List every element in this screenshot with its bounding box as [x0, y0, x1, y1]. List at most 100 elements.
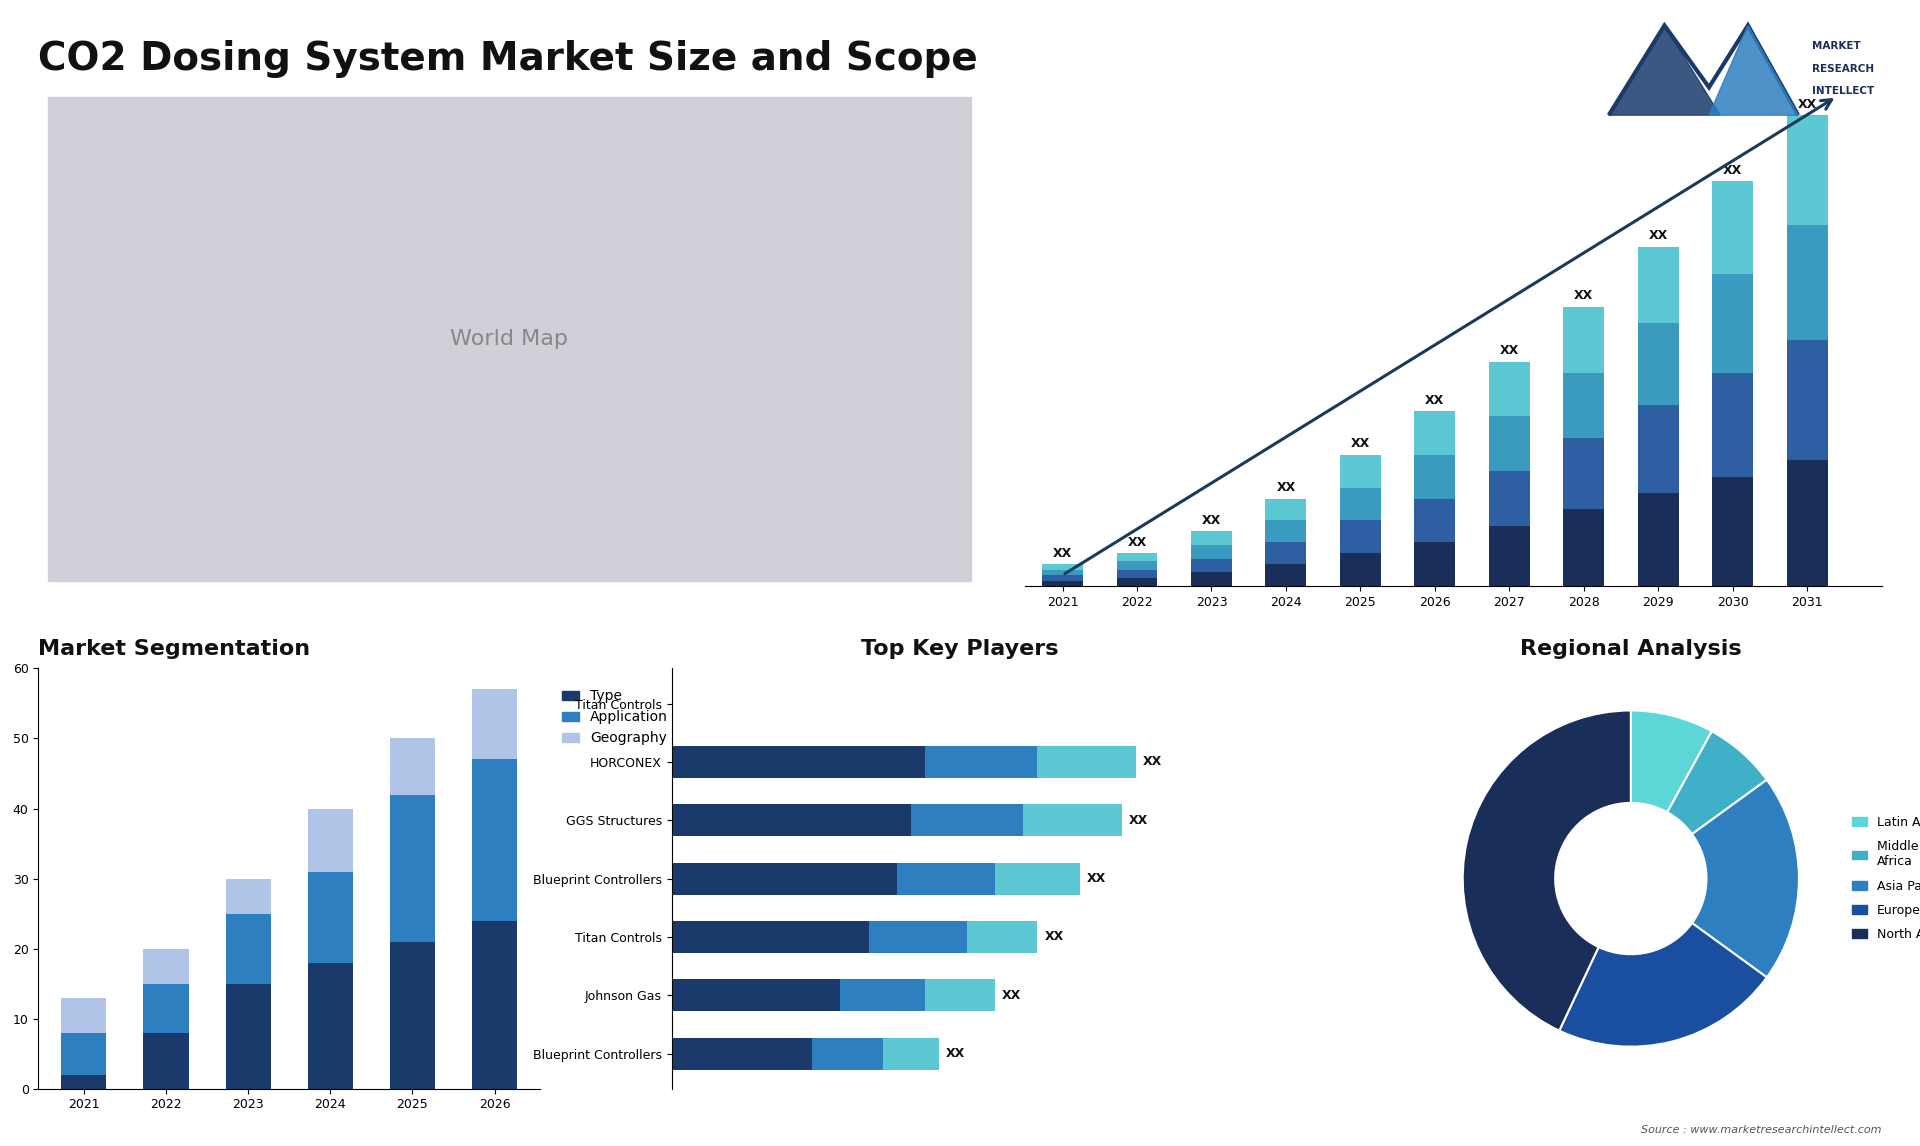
- Text: Source : www.marketresearchintellect.com: Source : www.marketresearchintellect.com: [1642, 1124, 1882, 1135]
- Bar: [1023, 804, 1121, 837]
- Text: XX: XX: [1500, 344, 1519, 358]
- Bar: [1190, 545, 1233, 559]
- Bar: [1415, 411, 1455, 455]
- Bar: [1043, 570, 1083, 575]
- Text: XX: XX: [1202, 513, 1221, 527]
- Bar: [1788, 461, 1828, 586]
- Text: XX: XX: [1087, 872, 1106, 885]
- Text: XX: XX: [1277, 481, 1296, 494]
- Bar: [995, 863, 1079, 895]
- Bar: [1563, 510, 1605, 586]
- Bar: [1265, 542, 1306, 564]
- Bar: [812, 1037, 883, 1069]
- Text: XX: XX: [1574, 290, 1594, 303]
- Bar: [144, 1033, 188, 1089]
- Text: XX: XX: [1722, 164, 1741, 176]
- Bar: [910, 804, 1023, 837]
- Bar: [868, 921, 968, 953]
- Bar: [1788, 116, 1828, 225]
- Bar: [1265, 520, 1306, 542]
- Bar: [1340, 455, 1380, 487]
- Bar: [472, 920, 516, 1089]
- Bar: [1713, 477, 1753, 586]
- Wedge shape: [1630, 711, 1713, 813]
- Bar: [968, 921, 1037, 953]
- Bar: [1190, 572, 1233, 586]
- Bar: [1043, 564, 1083, 570]
- Wedge shape: [1559, 923, 1766, 1046]
- Bar: [1488, 362, 1530, 416]
- Text: XX: XX: [1142, 755, 1162, 769]
- Bar: [307, 809, 353, 872]
- Text: XX: XX: [947, 1047, 966, 1060]
- Text: XX: XX: [1649, 229, 1668, 242]
- Bar: [1415, 542, 1455, 586]
- Bar: [672, 1037, 812, 1069]
- Bar: [1340, 520, 1380, 554]
- Text: Market Segmentation: Market Segmentation: [38, 638, 311, 659]
- Bar: [225, 879, 271, 913]
- Text: XX: XX: [1044, 931, 1064, 943]
- Legend: Type, Application, Geography: Type, Application, Geography: [557, 684, 674, 751]
- Bar: [61, 1075, 106, 1089]
- Text: XX: XX: [1002, 989, 1021, 1002]
- Bar: [61, 998, 106, 1033]
- Bar: [1117, 562, 1158, 570]
- Polygon shape: [1709, 25, 1797, 116]
- Bar: [841, 979, 925, 1011]
- Bar: [1488, 471, 1530, 526]
- Bar: [1713, 181, 1753, 274]
- Bar: [1190, 559, 1233, 572]
- Wedge shape: [1692, 779, 1799, 978]
- Bar: [1117, 554, 1158, 562]
- Bar: [1117, 570, 1158, 578]
- Bar: [1037, 746, 1137, 778]
- Polygon shape: [1609, 25, 1720, 116]
- Bar: [1638, 246, 1678, 323]
- Legend: Latin America, Middle East &
Africa, Asia Pacific, Europe, North America: Latin America, Middle East & Africa, Asi…: [1847, 811, 1920, 947]
- Bar: [1415, 455, 1455, 499]
- Bar: [1265, 499, 1306, 520]
- Bar: [61, 1033, 106, 1075]
- Bar: [1638, 323, 1678, 406]
- Bar: [672, 804, 910, 837]
- Wedge shape: [1667, 731, 1766, 834]
- Bar: [1265, 564, 1306, 586]
- Bar: [1563, 372, 1605, 438]
- Bar: [1340, 487, 1380, 520]
- Text: XX: XX: [1425, 393, 1444, 407]
- Title: Top Key Players: Top Key Players: [862, 638, 1058, 659]
- Bar: [1190, 532, 1233, 545]
- Bar: [390, 794, 436, 942]
- Bar: [672, 921, 868, 953]
- Bar: [672, 746, 925, 778]
- Bar: [472, 690, 516, 760]
- Text: World Map: World Map: [451, 329, 568, 348]
- Wedge shape: [1463, 711, 1630, 1030]
- Bar: [307, 963, 353, 1089]
- Bar: [897, 863, 995, 895]
- Bar: [925, 746, 1037, 778]
- Bar: [1638, 493, 1678, 586]
- Bar: [472, 760, 516, 920]
- Text: XX: XX: [1797, 97, 1816, 111]
- Bar: [225, 913, 271, 983]
- Text: XX: XX: [1129, 814, 1148, 826]
- Bar: [883, 1037, 939, 1069]
- Bar: [1488, 416, 1530, 471]
- Bar: [1713, 372, 1753, 477]
- Text: XX: XX: [1127, 536, 1146, 549]
- Text: RESEARCH: RESEARCH: [1812, 64, 1874, 73]
- Text: XX: XX: [1052, 547, 1071, 560]
- Bar: [1340, 554, 1380, 586]
- Bar: [1488, 526, 1530, 586]
- Bar: [307, 872, 353, 963]
- Bar: [672, 979, 841, 1011]
- Bar: [1788, 339, 1828, 461]
- Bar: [925, 979, 995, 1011]
- Bar: [1415, 499, 1455, 542]
- Bar: [1117, 578, 1158, 586]
- Bar: [144, 949, 188, 983]
- Bar: [1788, 225, 1828, 339]
- Text: INTELLECT: INTELLECT: [1812, 86, 1874, 96]
